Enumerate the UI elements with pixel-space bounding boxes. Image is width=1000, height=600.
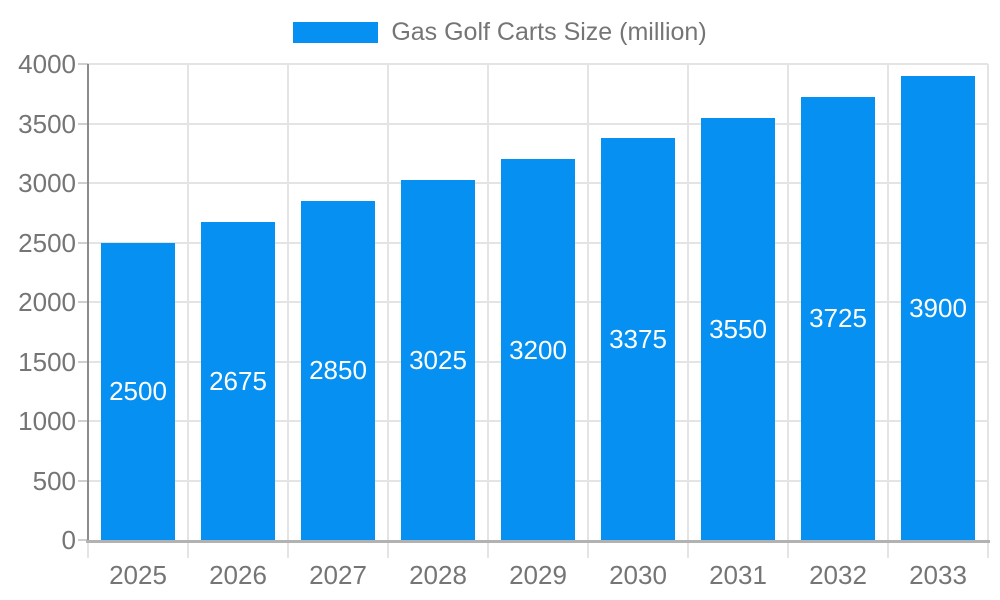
gridline-vertical [587, 64, 589, 540]
gridline-vertical [487, 64, 489, 540]
bar-2032 [801, 96, 875, 540]
bar-value-label: 3025 [409, 345, 467, 375]
gridline-horizontal [88, 122, 988, 125]
x-axis-label: 2026 [209, 560, 267, 590]
bar-value-label: 2850 [309, 355, 367, 386]
bar-value-label: 2500 [109, 376, 167, 407]
x-axis-label: 2029 [509, 560, 567, 590]
legend-label: Gas Golf Carts Size (million) [391, 18, 707, 46]
x-axis-tick [687, 543, 689, 558]
legend: Gas Golf Carts Size (million) [0, 20, 1000, 45]
y-axis-tick [78, 182, 88, 184]
gridline-vertical [787, 64, 789, 540]
legend-swatch [293, 22, 379, 43]
bar-value-label: 3200 [509, 334, 567, 365]
x-axis-label: 2028 [409, 560, 467, 590]
y-axis-label: 500 [32, 465, 76, 496]
gridline-vertical [287, 64, 289, 540]
y-axis-tick [78, 122, 88, 125]
x-axis-tick [287, 543, 289, 558]
bar-2031 [701, 117, 775, 540]
y-axis-label: 4000 [18, 49, 76, 79]
y-axis-tick [78, 420, 88, 422]
bar-value-label: 2675 [209, 365, 267, 396]
y-axis-label: 1500 [18, 346, 76, 377]
x-axis-label: 2033 [909, 560, 967, 590]
gridline-vertical [887, 64, 889, 540]
bar-2029 [501, 159, 575, 540]
x-axis-label: 2031 [709, 560, 767, 590]
y-axis-line [87, 64, 89, 540]
x-axis-label: 2032 [809, 560, 867, 590]
bar-value-label: 3900 [909, 292, 967, 323]
bar-2030 [601, 138, 675, 540]
x-axis-tick [587, 543, 589, 558]
x-axis-tick [487, 543, 489, 558]
x-axis-tick [787, 543, 789, 558]
gridline-vertical [387, 64, 389, 540]
y-axis-label: 3000 [18, 168, 76, 198]
bar-2028 [401, 180, 475, 540]
y-axis-tick [78, 63, 88, 65]
y-axis-label: 2500 [18, 227, 76, 258]
gridline-vertical [687, 64, 689, 540]
x-axis-label: 2027 [309, 560, 367, 590]
x-axis-tick [887, 543, 889, 558]
bar-2027 [301, 200, 375, 540]
y-axis-label: 3500 [18, 108, 76, 139]
bar-2026 [201, 221, 275, 540]
x-axis-line [86, 540, 990, 543]
gridline-vertical [187, 64, 189, 540]
x-axis-tick [87, 543, 89, 558]
y-axis-tick [78, 479, 88, 482]
x-axis-label: 2030 [609, 560, 667, 590]
y-axis-tick [78, 539, 88, 541]
bar-value-label: 3550 [709, 313, 767, 344]
y-axis-label: 1000 [18, 406, 76, 436]
bar-value-label: 3375 [609, 324, 667, 355]
bar-value-label: 3725 [809, 303, 867, 334]
x-axis-tick [987, 543, 989, 558]
bar-2033 [901, 75, 975, 540]
y-axis-label: 0 [61, 525, 76, 555]
x-axis-label: 2025 [109, 560, 167, 590]
gridline-vertical [987, 64, 989, 540]
x-axis-tick [187, 543, 189, 558]
y-axis-label: 2000 [18, 287, 76, 317]
gridline-horizontal [88, 63, 988, 65]
x-axis-tick [387, 543, 389, 558]
bar-2025 [101, 242, 175, 540]
y-axis-tick [78, 301, 88, 303]
y-axis-tick [78, 360, 88, 363]
y-axis-tick [78, 241, 88, 244]
